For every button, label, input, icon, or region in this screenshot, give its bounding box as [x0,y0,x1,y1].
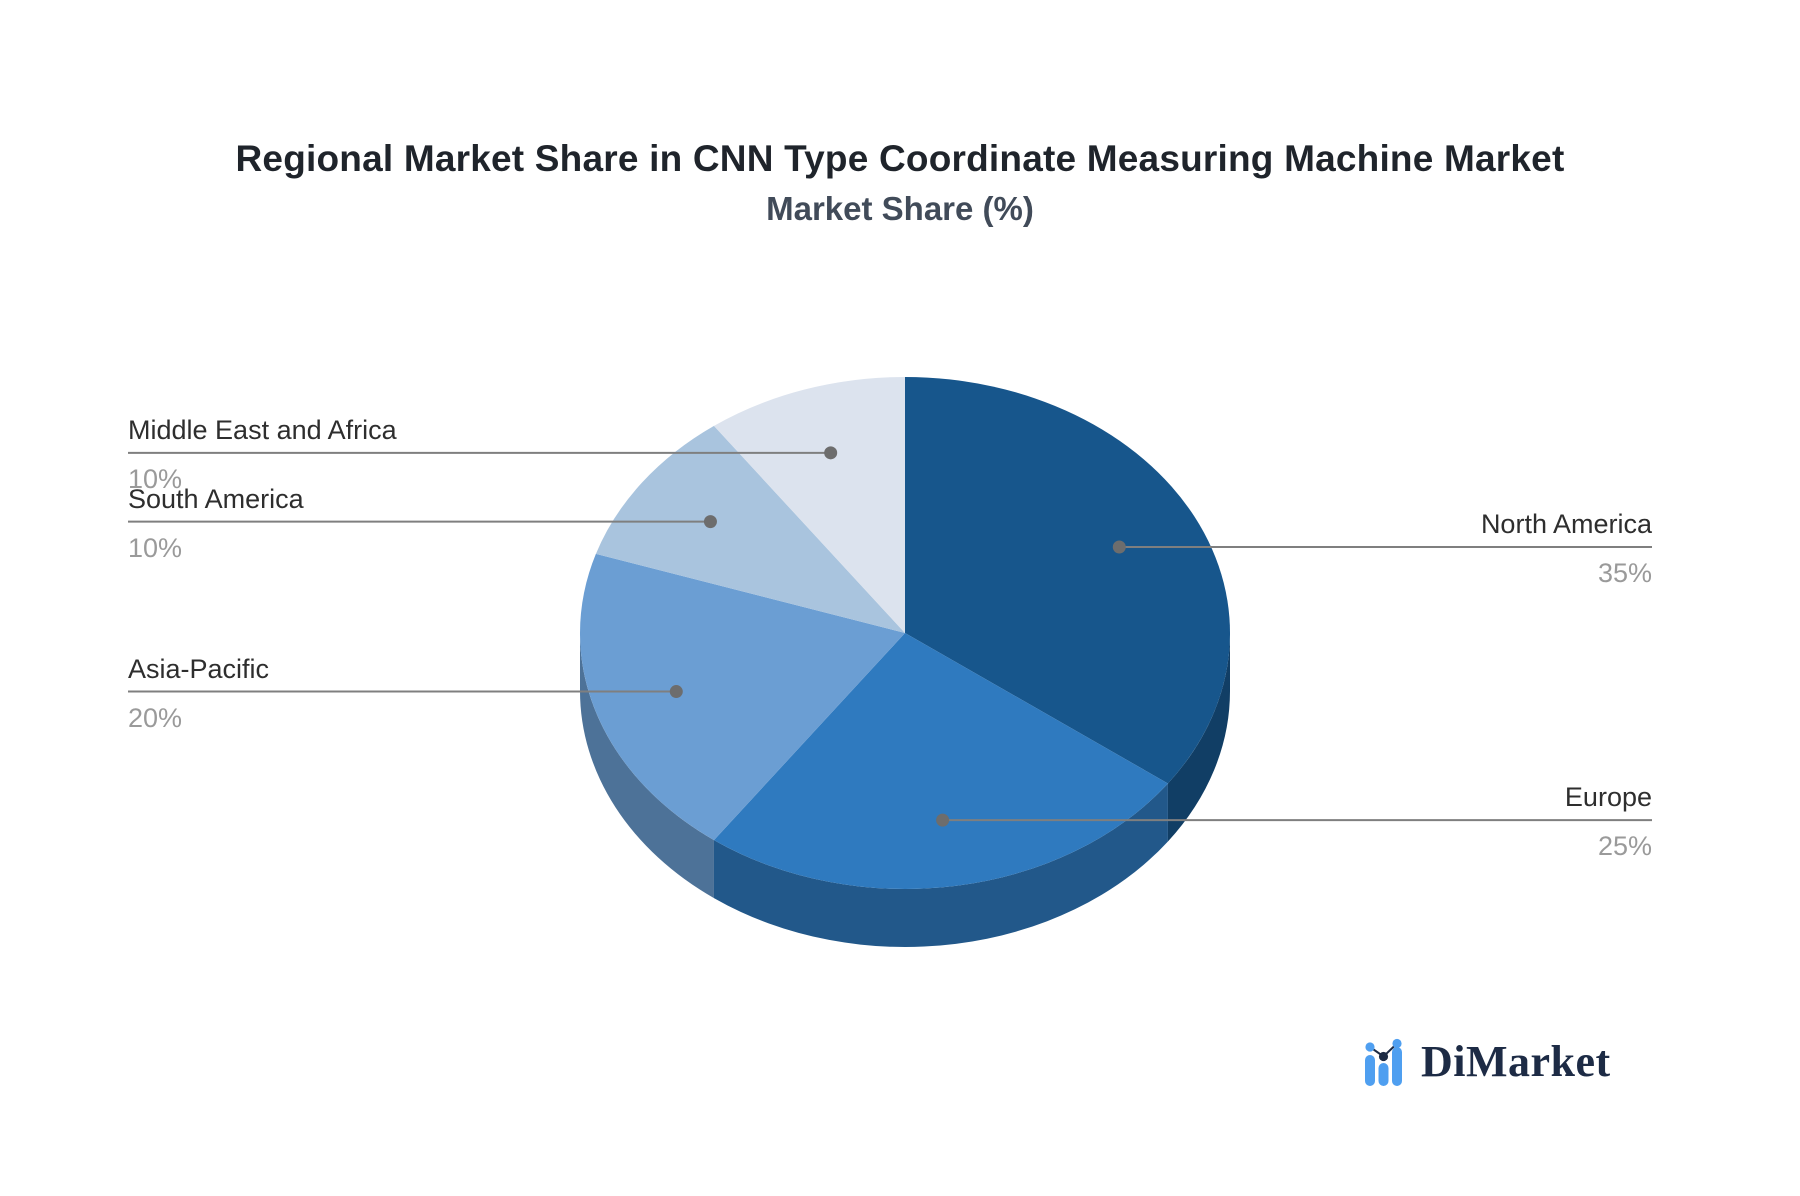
slice-label-south-america: South America [128,483,304,514]
slice-label-asia-pacific: Asia-Pacific [128,653,270,684]
bar-chart-logo-icon [1365,1038,1402,1086]
slice-pct-asia-pacific: 20% [128,702,183,733]
pie-slice-3 [595,425,905,633]
slice-pct-north-america: 35% [1597,557,1652,588]
pie-slice-0 [905,377,1230,784]
pie-slice-4 [713,377,905,633]
pie-slice-2 [580,553,905,841]
slice-label-europe: Europe [1564,782,1652,813]
logo-text: DiMarket [1421,1037,1611,1086]
slice-pct-europe: 25% [1597,831,1652,862]
chart-subtitle: Market Share (%) [766,190,1034,227]
chart-title: Regional Market Share in CNN Type Coordi… [235,138,1565,179]
slice-label-middle-east-africa: Middle East and Africa [128,414,397,445]
slice-pct-middle-east-africa: 10% [128,463,183,494]
slice-label-north-america: North America [1480,508,1652,539]
slice-pct-south-america: 10% [128,532,183,563]
pie-slice-1 [713,633,1168,889]
dimarket-logo: DiMarket [1364,1038,1611,1086]
